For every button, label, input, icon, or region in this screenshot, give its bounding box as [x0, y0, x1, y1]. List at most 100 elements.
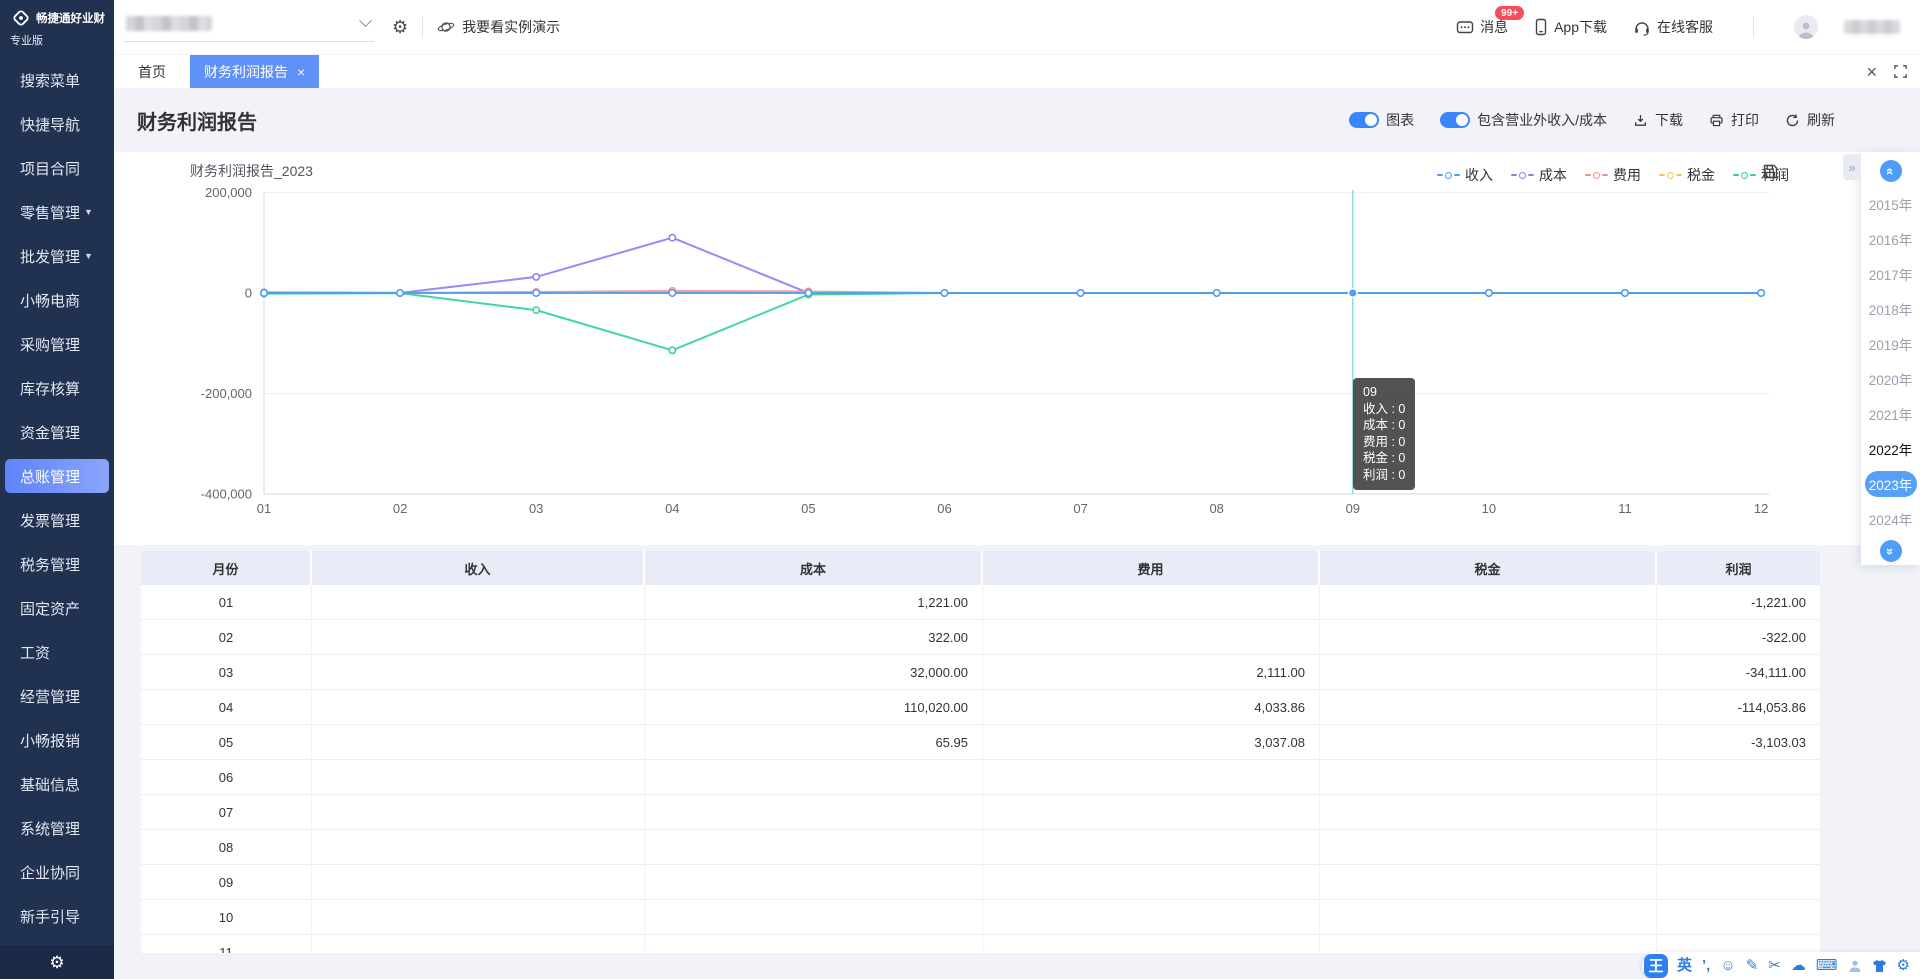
cloud-input-icon[interactable]: ☁ [1790, 957, 1806, 974]
ime-settings-icon[interactable]: ⚙ [1896, 957, 1910, 974]
table-row[interactable]: 09 [141, 865, 1820, 900]
sidebar-item[interactable]: 批发管理 ▼ [0, 234, 114, 278]
year-item[interactable]: 2016年 [1868, 232, 1913, 248]
years-scroll-down-button[interactable]: » [1879, 540, 1902, 562]
chart-toggle[interactable]: 图表 [1349, 110, 1414, 130]
avatar[interactable] [1794, 15, 1818, 39]
sidebar-item[interactable]: 零售管理 ▼ [0, 190, 114, 234]
column-header[interactable]: 收入 [312, 551, 645, 585]
sidebar-item[interactable]: 项目合同 [0, 146, 114, 190]
screenshot-scissors-icon[interactable]: ✂ [1768, 957, 1781, 974]
sidebar-item[interactable]: 库存核算 [0, 366, 114, 410]
cell-value: -322.00 [1761, 629, 1806, 645]
cell-value [1657, 900, 1820, 934]
refresh-button[interactable]: 刷新 [1785, 110, 1835, 130]
account-gear-icon[interactable]: ⚙ [392, 17, 409, 37]
cell-value [312, 795, 645, 829]
sidebar-item[interactable]: 基础信息 [0, 762, 114, 806]
table-row[interactable]: 07 [141, 795, 1820, 830]
english-mode-icon[interactable]: 英 [1677, 957, 1693, 974]
svg-text:-400,000: -400,000 [201, 487, 252, 502]
cell-value [1320, 935, 1657, 953]
save-chart-icon[interactable] [1762, 163, 1779, 180]
toggle-on-icon[interactable] [1349, 112, 1380, 128]
cell-value [983, 900, 1320, 934]
sidebar-item[interactable]: 快捷导航 [0, 102, 114, 146]
cell-value: 322.00 [645, 620, 983, 654]
year-item[interactable]: 2019年 [1868, 337, 1913, 353]
sidebar-settings-gear-icon[interactable]: ⚙ [49, 952, 65, 972]
sidebar-item-label: 企业协同 [20, 864, 81, 882]
virtual-keyboard-icon[interactable]: ⌨ [1815, 957, 1838, 974]
print-button[interactable]: 打印 [1709, 110, 1759, 130]
table-row[interactable]: 04 110,020.00 4,033.86 -114,053.86 [141, 690, 1820, 725]
company-selector[interactable] [124, 12, 374, 42]
year-panel-collapse-handle[interactable]: » [1843, 154, 1861, 180]
include-nonoperating-toggle[interactable]: 包含营业外收入/成本 [1440, 110, 1607, 130]
download-button[interactable]: 下载 [1633, 110, 1683, 130]
support-button[interactable]: 在线客服 [1633, 17, 1713, 37]
sidebar-item[interactable]: 系统管理 [0, 806, 114, 850]
sidebar-item[interactable]: 小畅报销 [0, 718, 114, 762]
sidebar-item[interactable]: 经营管理 [0, 674, 114, 718]
table-row[interactable]: 03 32,000.00 2,111.00 -34,111.00 [141, 655, 1820, 690]
table-row[interactable]: 08 [141, 830, 1820, 865]
fullscreen-icon[interactable] [1893, 64, 1908, 79]
ime-logo[interactable]: 王 [1644, 953, 1668, 978]
table-row[interactable]: 05 65.95 3,037.08 -3,103.03 [141, 725, 1820, 760]
cell-value [983, 935, 1320, 953]
handwriting-icon[interactable]: ✎ [1745, 957, 1759, 974]
year-item[interactable]: 2020年 [1868, 372, 1913, 388]
table-row[interactable]: 10 [141, 900, 1820, 935]
legend-item[interactable]: 成本 [1511, 165, 1567, 185]
app-download-button[interactable]: App下载 [1534, 17, 1607, 37]
column-header[interactable]: 成本 [645, 551, 983, 585]
cell-value [645, 795, 983, 829]
column-header[interactable]: 月份 [141, 551, 312, 585]
chart-canvas[interactable]: 200,000 0 -200,000 -400,000 01 02 03 04 05 06 07 08… [114, 152, 1920, 545]
sidebar-item[interactable]: 税务管理 [0, 542, 114, 586]
year-item[interactable]: 2015年 [1868, 197, 1913, 213]
year-item[interactable]: 2018年 [1868, 302, 1913, 318]
punctuation-mode-icon[interactable]: ’, [1702, 957, 1711, 974]
skin-theme-icon[interactable] [1872, 959, 1887, 973]
tab-home[interactable]: 首页 [114, 55, 190, 88]
toggle-on-icon[interactable] [1440, 112, 1471, 128]
sidebar-item[interactable]: 固定资产 [0, 586, 114, 630]
emoji-picker-icon[interactable]: ☺ [1720, 957, 1736, 974]
tab-profit-report[interactable]: 财务利润报告 × [190, 55, 320, 88]
sidebar-item[interactable]: 采购管理 [0, 322, 114, 366]
legend-item[interactable]: 税金 [1659, 165, 1715, 185]
table-row[interactable]: 06 [141, 760, 1820, 795]
close-icon[interactable]: × [1866, 61, 1877, 82]
year-item[interactable]: 2024年 [1868, 512, 1913, 528]
year-item[interactable]: 2021年 [1868, 407, 1913, 423]
sidebar-item[interactable]: 小畅电商 [0, 278, 114, 322]
demo-link[interactable]: 我要看实例演示 [437, 17, 560, 37]
table-row[interactable]: 11 [141, 935, 1820, 953]
sidebar-item[interactable]: 资金管理 [0, 410, 114, 454]
year-item[interactable]: 2022年 [1868, 442, 1913, 458]
sidebar-item[interactable]: 总账管理 [5, 459, 109, 493]
table-row[interactable]: 01 1,221.00 -1,221.00 [141, 585, 1820, 620]
column-header[interactable]: 税金 [1320, 551, 1657, 585]
sidebar-item[interactable]: 新手引导 [0, 894, 114, 938]
cell-value [1657, 760, 1820, 794]
cell-value [645, 830, 983, 864]
column-header[interactable]: 利润 [1725, 561, 1752, 577]
years-scroll-up-button[interactable]: « [1879, 160, 1902, 182]
year-item[interactable]: 2017年 [1868, 267, 1913, 283]
demo-link-label: 我要看实例演示 [462, 19, 561, 35]
sidebar-item[interactable]: 搜索菜单 [0, 58, 114, 102]
year-item[interactable]: 2023年 [1864, 470, 1917, 497]
sidebar-item[interactable]: 工资 [0, 630, 114, 674]
legend-item[interactable]: 收入 [1437, 165, 1493, 185]
account-person-icon[interactable] [1848, 959, 1862, 973]
tab-close-icon[interactable]: × [297, 63, 306, 80]
messages-button[interactable]: 99+ 消息 [1456, 6, 1525, 37]
legend-item[interactable]: 费用 [1585, 165, 1641, 185]
column-header[interactable]: 费用 [983, 551, 1320, 585]
sidebar-item[interactable]: 发票管理 [0, 498, 114, 542]
sidebar-item[interactable]: 企业协同 [0, 850, 114, 894]
table-row[interactable]: 02 322.00 -322.00 [141, 620, 1820, 655]
